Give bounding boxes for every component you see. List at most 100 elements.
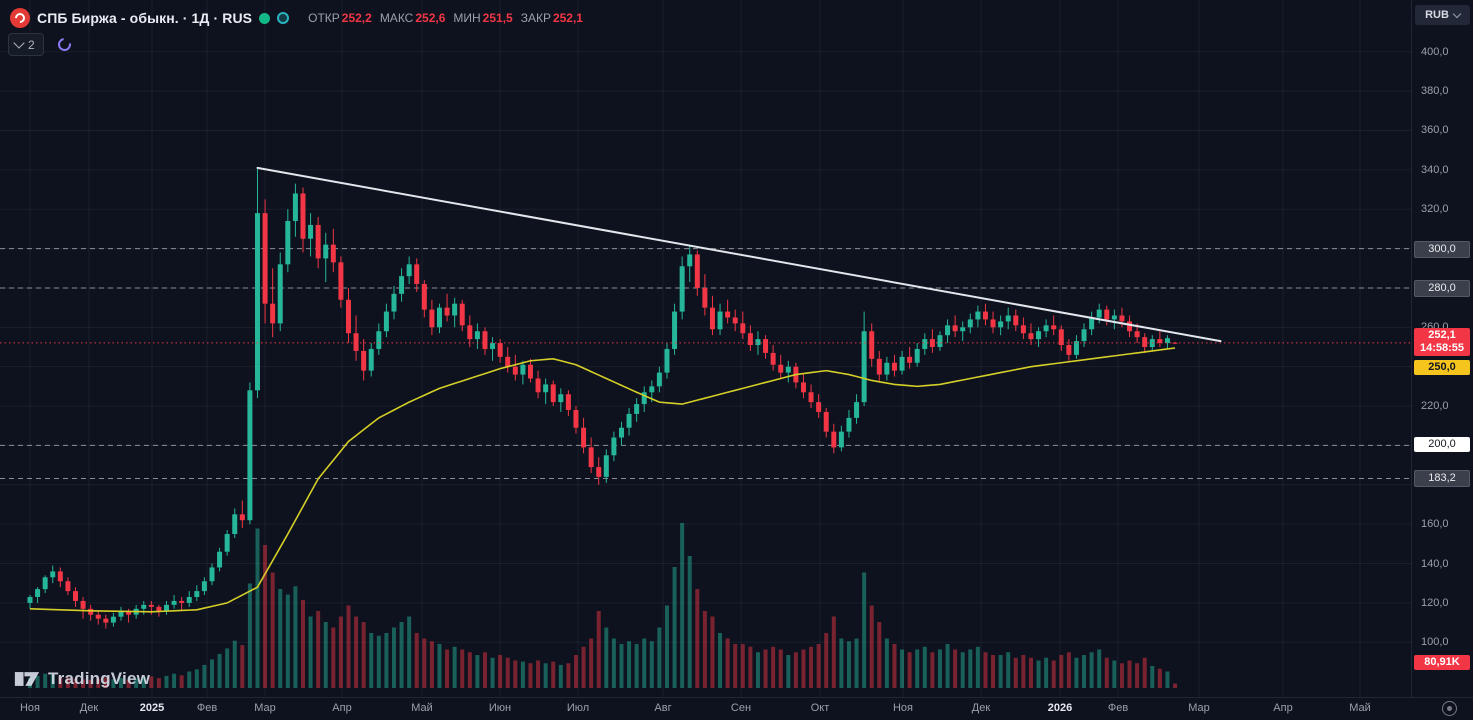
time-tick-label: Мар — [254, 702, 276, 714]
volume-bar — [922, 646, 927, 688]
volume-bar — [35, 675, 40, 688]
volume-bar — [1112, 660, 1117, 688]
volume-bar — [877, 622, 882, 688]
volume-bar — [513, 660, 518, 688]
volume-bar — [566, 663, 571, 688]
candle — [118, 606, 124, 621]
volume-bar — [96, 678, 101, 688]
current-price-value: 252,1 — [1428, 328, 1456, 341]
candle — [65, 577, 71, 596]
volume-bar — [968, 649, 973, 688]
volume-bar — [1127, 660, 1132, 688]
candle — [808, 384, 814, 409]
data-status-icon[interactable] — [277, 12, 290, 24]
volume-bar — [649, 641, 654, 688]
volume-bar — [126, 679, 131, 688]
volume-bar — [816, 644, 821, 688]
candle — [1051, 315, 1057, 336]
tradingview-brand[interactable]: TradingView — [14, 668, 150, 690]
volume-bar — [73, 678, 78, 688]
candle — [1127, 315, 1133, 338]
candle — [239, 500, 245, 529]
candle — [1036, 327, 1042, 347]
candle — [1028, 323, 1034, 346]
level-price-badge: 200,0 — [1414, 437, 1470, 453]
candle — [262, 199, 268, 324]
candle — [1005, 307, 1011, 330]
volume-bar — [467, 652, 472, 688]
candle — [922, 333, 928, 355]
candle — [421, 280, 427, 318]
volume-bar — [543, 663, 548, 688]
volume-bar — [460, 649, 465, 688]
candle — [1104, 305, 1110, 326]
candle — [1089, 311, 1095, 336]
volume-bar — [1021, 655, 1026, 688]
indicator-loop-icon[interactable] — [55, 35, 74, 54]
volume-bar — [710, 616, 715, 688]
candle — [990, 311, 996, 334]
volume-value-badge: 80,91K — [1414, 655, 1470, 670]
candle — [474, 323, 480, 349]
volume-bar — [884, 638, 889, 688]
candle — [861, 311, 867, 407]
scale-settings-icon[interactable] — [1442, 701, 1457, 716]
ma-line[interactable] — [29, 347, 1176, 613]
candle — [217, 547, 223, 572]
candle — [391, 285, 397, 320]
volume-bar — [573, 655, 578, 688]
volume-bar — [627, 641, 632, 688]
candle — [57, 567, 63, 588]
collapse-count: 2 — [28, 37, 35, 52]
brand-text: TradingView — [48, 669, 151, 688]
market-status-icon[interactable] — [259, 12, 271, 24]
candle — [72, 587, 78, 607]
time-tick-label: 2025 — [139, 702, 165, 714]
currency-selector[interactable]: RUB — [1415, 5, 1470, 25]
candle — [641, 386, 647, 412]
ohlc-item: МИН 251,5 — [453, 11, 512, 25]
symbol-title[interactable]: СПБ Биржа - обыкн. · 1Д · RUS — [37, 10, 253, 26]
time-tick-label: Июн — [488, 702, 512, 714]
candle — [35, 587, 41, 603]
candle — [565, 390, 571, 416]
candle — [823, 408, 829, 438]
time-tick-label: Сен — [730, 702, 752, 714]
volume-bar — [960, 652, 965, 688]
candle — [914, 343, 920, 367]
volume-bar — [134, 678, 139, 688]
trendline[interactable] — [256, 166, 1222, 343]
ohlc-item: ЗАКР 252,1 — [521, 11, 583, 25]
volume-bar — [384, 633, 389, 688]
candle — [171, 595, 177, 609]
volume-bar — [809, 646, 814, 688]
current-price-badge: 252,1 14:58:55 — [1414, 327, 1470, 356]
candle — [467, 315, 473, 347]
vertical-gridlines — [29, 0, 1361, 698]
volume-bar — [755, 652, 760, 688]
candles — [27, 167, 1178, 629]
volume-bar — [308, 616, 313, 688]
volume-bar — [862, 572, 867, 688]
volume-bar — [429, 641, 434, 688]
volume-bar — [975, 646, 980, 688]
candle — [482, 327, 488, 355]
volume-bar — [991, 655, 996, 688]
price-axis[interactable]: RUB 400,0380,0360,0340,0320,0260,0220,01… — [1411, 0, 1473, 698]
candle — [702, 274, 708, 316]
volume-bar — [1135, 663, 1140, 688]
time-axis[interactable]: Ноя Дек 2025 Фев Мар Апр Май Июн Июл Авг Сен Окт Ноя… — [0, 697, 1473, 720]
volume-bar — [141, 677, 146, 688]
volume-bar — [869, 605, 874, 688]
candle — [558, 388, 564, 412]
indicators-collapse-button[interactable]: 2 — [8, 33, 44, 56]
candle — [1013, 309, 1019, 332]
volume-bar — [771, 646, 776, 688]
volume-bar — [740, 644, 745, 688]
symbol-logo-icon[interactable] — [10, 8, 30, 28]
volume-bar — [164, 675, 169, 688]
price-chart[interactable] — [0, 0, 1411, 698]
candle — [383, 303, 389, 338]
time-tick-label: Апр — [1273, 702, 1293, 714]
price-tick-label: 120,0 — [1421, 596, 1449, 609]
